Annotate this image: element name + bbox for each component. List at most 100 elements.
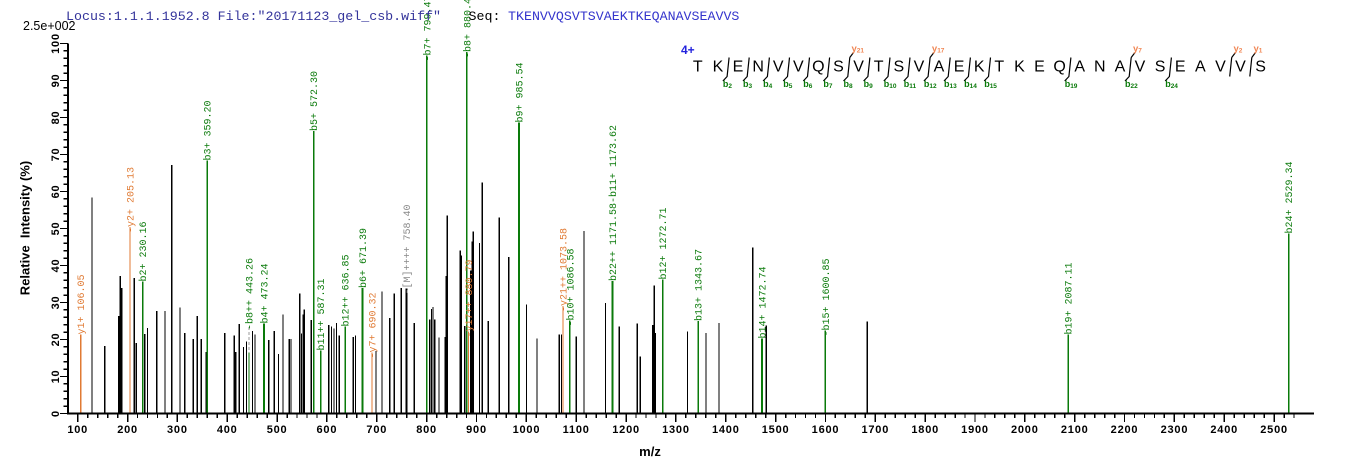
svg-text:y21: y21 [852,44,865,55]
svg-text:200: 200 [117,424,138,436]
svg-text:-b6+ 671.39: -b6+ 671.39 [358,228,370,294]
svg-text:60: 60 [50,185,62,199]
svg-text:N: N [1094,59,1106,76]
svg-text:S: S [833,59,844,76]
svg-text:2500: 2500 [1260,424,1288,436]
svg-text:-b4+ 473.24: -b4+ 473.24 [259,263,271,329]
svg-text:-b3+ 359.20: -b3+ 359.20 [203,100,215,166]
svg-text:500: 500 [267,424,288,436]
svg-text:-y21++ 1073.58: -y21++ 1073.58 [559,228,570,312]
svg-text:10: 10 [50,370,62,384]
svg-text:Q: Q [1053,59,1065,76]
svg-text:S: S [1255,59,1266,76]
svg-text:20: 20 [50,333,62,347]
svg-text:b8: b8 [844,79,854,90]
svg-text:-b9+ 985.54: -b9+ 985.54 [514,62,526,128]
svg-text:S: S [893,59,904,76]
svg-text:4+: 4+ [681,43,695,57]
svg-text:100: 100 [67,424,88,436]
svg-text:-b12+ 1272.71: -b12+ 1272.71 [658,207,670,285]
svg-text:b5: b5 [783,79,793,90]
svg-text:40: 40 [50,259,62,273]
svg-text:V: V [1235,59,1246,76]
svg-text:b3: b3 [743,79,753,90]
svg-text:b10: b10 [884,79,897,90]
svg-text:-b10+ 1086.58: -b10+ 1086.58 [565,248,577,326]
svg-text:1200: 1200 [612,424,640,436]
svg-text:Locus:1.1.1.1952.8 File:"20171: Locus:1.1.1.1952.8 File:"20171123_gel_cs… [66,9,441,24]
svg-text:y1: y1 [1254,44,1263,55]
svg-text:E: E [1034,59,1045,76]
svg-text:b2: b2 [723,79,733,90]
svg-text:0: 0 [50,410,62,417]
svg-text:400: 400 [217,424,238,436]
svg-text:K: K [974,59,985,76]
svg-text:b6: b6 [803,79,813,90]
svg-text:1900: 1900 [961,424,989,436]
svg-text:90: 90 [50,74,62,88]
svg-text:y7: y7 [1133,44,1142,55]
svg-text:1000: 1000 [513,424,541,436]
svg-text:70: 70 [50,148,62,162]
svg-text:2300: 2300 [1161,424,1189,436]
svg-text:300: 300 [167,424,188,436]
svg-text:T: T [994,59,1004,76]
svg-text:T: T [693,59,703,76]
svg-text:A: A [934,59,945,76]
svg-text:2200: 2200 [1111,424,1139,436]
svg-text:TKENVVQSVTSVAEKTKEQANAVSEAVVS: TKENVVQSVTSVAEKTKEQANAVSEAVVS [508,9,739,24]
svg-text:-b19+ 2087.11: -b19+ 2087.11 [1064,262,1076,340]
svg-text:V: V [793,59,804,76]
svg-text:-y2+ 205.13: -y2+ 205.13 [127,167,138,233]
svg-text:A: A [1195,59,1206,76]
svg-text:m/z: m/z [639,444,661,459]
svg-text:1400: 1400 [712,424,740,436]
svg-text:-b13+ 1343.67: -b13+ 1343.67 [694,249,706,327]
svg-text:-b11++ 587.31: -b11++ 587.31 [316,278,328,356]
svg-text:1500: 1500 [762,424,790,436]
svg-text:-b14+ 1472.74: -b14+ 1472.74 [757,266,769,344]
svg-text:50: 50 [50,222,62,236]
svg-text:1600: 1600 [812,424,840,436]
svg-text:700: 700 [366,424,387,436]
svg-text:b13: b13 [944,79,957,90]
svg-text:b22: b22 [1125,79,1138,90]
svg-text:2100: 2100 [1061,424,1089,436]
svg-text:b7: b7 [823,79,833,90]
svg-text:S: S [1155,59,1166,76]
svg-text:y2: y2 [1234,44,1243,55]
svg-text:N: N [752,59,764,76]
svg-text:b24: b24 [1165,79,1178,90]
svg-text:80: 80 [50,111,62,125]
svg-text:900: 900 [466,424,487,436]
svg-text:-b8+ 880.47: -b8+ 880.47 [462,0,474,58]
svg-text:1700: 1700 [861,424,889,436]
svg-text:V: V [1135,59,1146,76]
svg-text:b9: b9 [864,79,874,90]
svg-text:-[M]++++ 758.40: -[M]++++ 758.40 [402,204,414,294]
svg-text:b4: b4 [763,79,773,90]
svg-text:y17: y17 [932,44,945,55]
svg-text:b19: b19 [1065,79,1078,90]
svg-text:Relative Intensity (%): Relative Intensity (%) [18,161,33,295]
svg-text:-b15+ 1600.85: -b15+ 1600.85 [821,258,833,336]
svg-text:-b8++ 443.26: -b8++ 443.26 [244,258,256,330]
svg-text:T: T [874,59,884,76]
svg-text:1100: 1100 [563,424,590,436]
svg-text:2000: 2000 [1011,424,1039,436]
svg-text:K: K [713,59,724,76]
svg-text:-y17++ 880.79: -y17++ 880.79 [465,259,476,337]
svg-text:-b5+ 572.30: -b5+ 572.30 [309,71,321,137]
svg-text:E: E [954,59,965,76]
svg-text:1300: 1300 [662,424,690,436]
svg-text:100: 100 [50,33,62,54]
svg-text:E: E [1175,59,1186,76]
svg-text:600: 600 [317,424,338,436]
svg-text:b15: b15 [984,79,997,90]
svg-text:-b2+ 230.16: -b2+ 230.16 [138,221,150,287]
svg-text:A: A [1074,59,1085,76]
svg-text:-b7+ 799.47: -b7+ 799.47 [422,0,434,62]
svg-text:b14: b14 [964,79,977,90]
svg-text:b12: b12 [924,79,937,90]
svg-text:-b24+ 2529.34: -b24+ 2529.34 [1284,161,1296,239]
